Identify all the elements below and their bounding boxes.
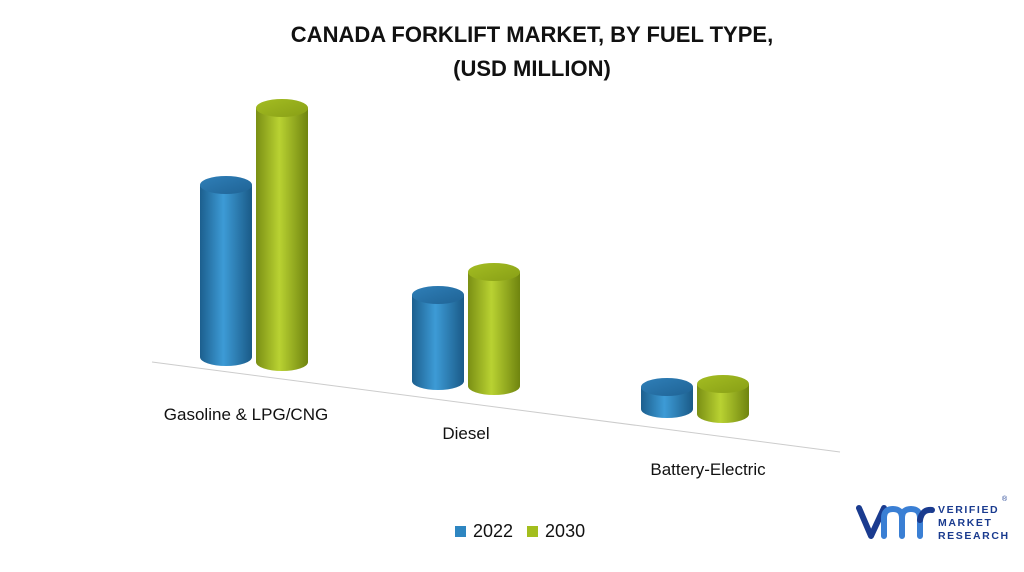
chart-title-line-1: CANADA FORKLIFT MARKET, BY FUEL TYPE,: [290, 22, 774, 47]
legend: 2022 2030: [455, 521, 599, 541]
vmr-logo-icon: [856, 505, 935, 539]
bar-cat0-2030: [256, 108, 308, 371]
logo-line-3: RESEARCH: [938, 530, 1010, 542]
legend-item-2030: 2030: [527, 521, 585, 542]
chart-title: CANADA FORKLIFT MARKET, BY FUEL TYPE, (U…: [262, 18, 802, 86]
bar-cat1-2030: [468, 272, 520, 395]
bar-top-cat0-2022: [200, 176, 252, 194]
verified-market-research-logo: VERIFIED MARKET RESEARCH ®: [856, 496, 1016, 548]
category-label-1: Diesel: [442, 424, 489, 443]
bar-top-cat2-2030: [697, 375, 749, 393]
bar-top-cat1-2022: [412, 286, 464, 304]
bars-layer: [200, 99, 749, 423]
bar-top-cat2-2022: [641, 378, 693, 396]
bar-cat2-2030: [697, 384, 749, 423]
logo-registered-mark: ®: [1002, 496, 1008, 503]
chart-title-line-2: (USD MILLION): [453, 56, 611, 81]
floor-line: [151, 361, 841, 453]
legend-swatch-2022: [455, 525, 466, 537]
category-label-0: Gasoline & LPG/CNG: [164, 405, 328, 424]
legend-label-2022: 2022: [473, 520, 514, 541]
logo-line-2: MARKET: [938, 517, 993, 529]
legend-swatch-2030: [527, 525, 539, 537]
bar-cat1-2022: [412, 295, 464, 390]
category-label-2: Battery-Electric: [650, 460, 766, 479]
legend-item-2022: 2022: [455, 521, 513, 542]
bar-cat0-2022: [200, 185, 252, 366]
legend-label-2030: 2030: [545, 520, 586, 541]
bar-top-cat1-2030: [468, 263, 520, 281]
bar-top-cat0-2030: [256, 99, 308, 117]
logo-line-1: VERIFIED: [938, 504, 1000, 516]
